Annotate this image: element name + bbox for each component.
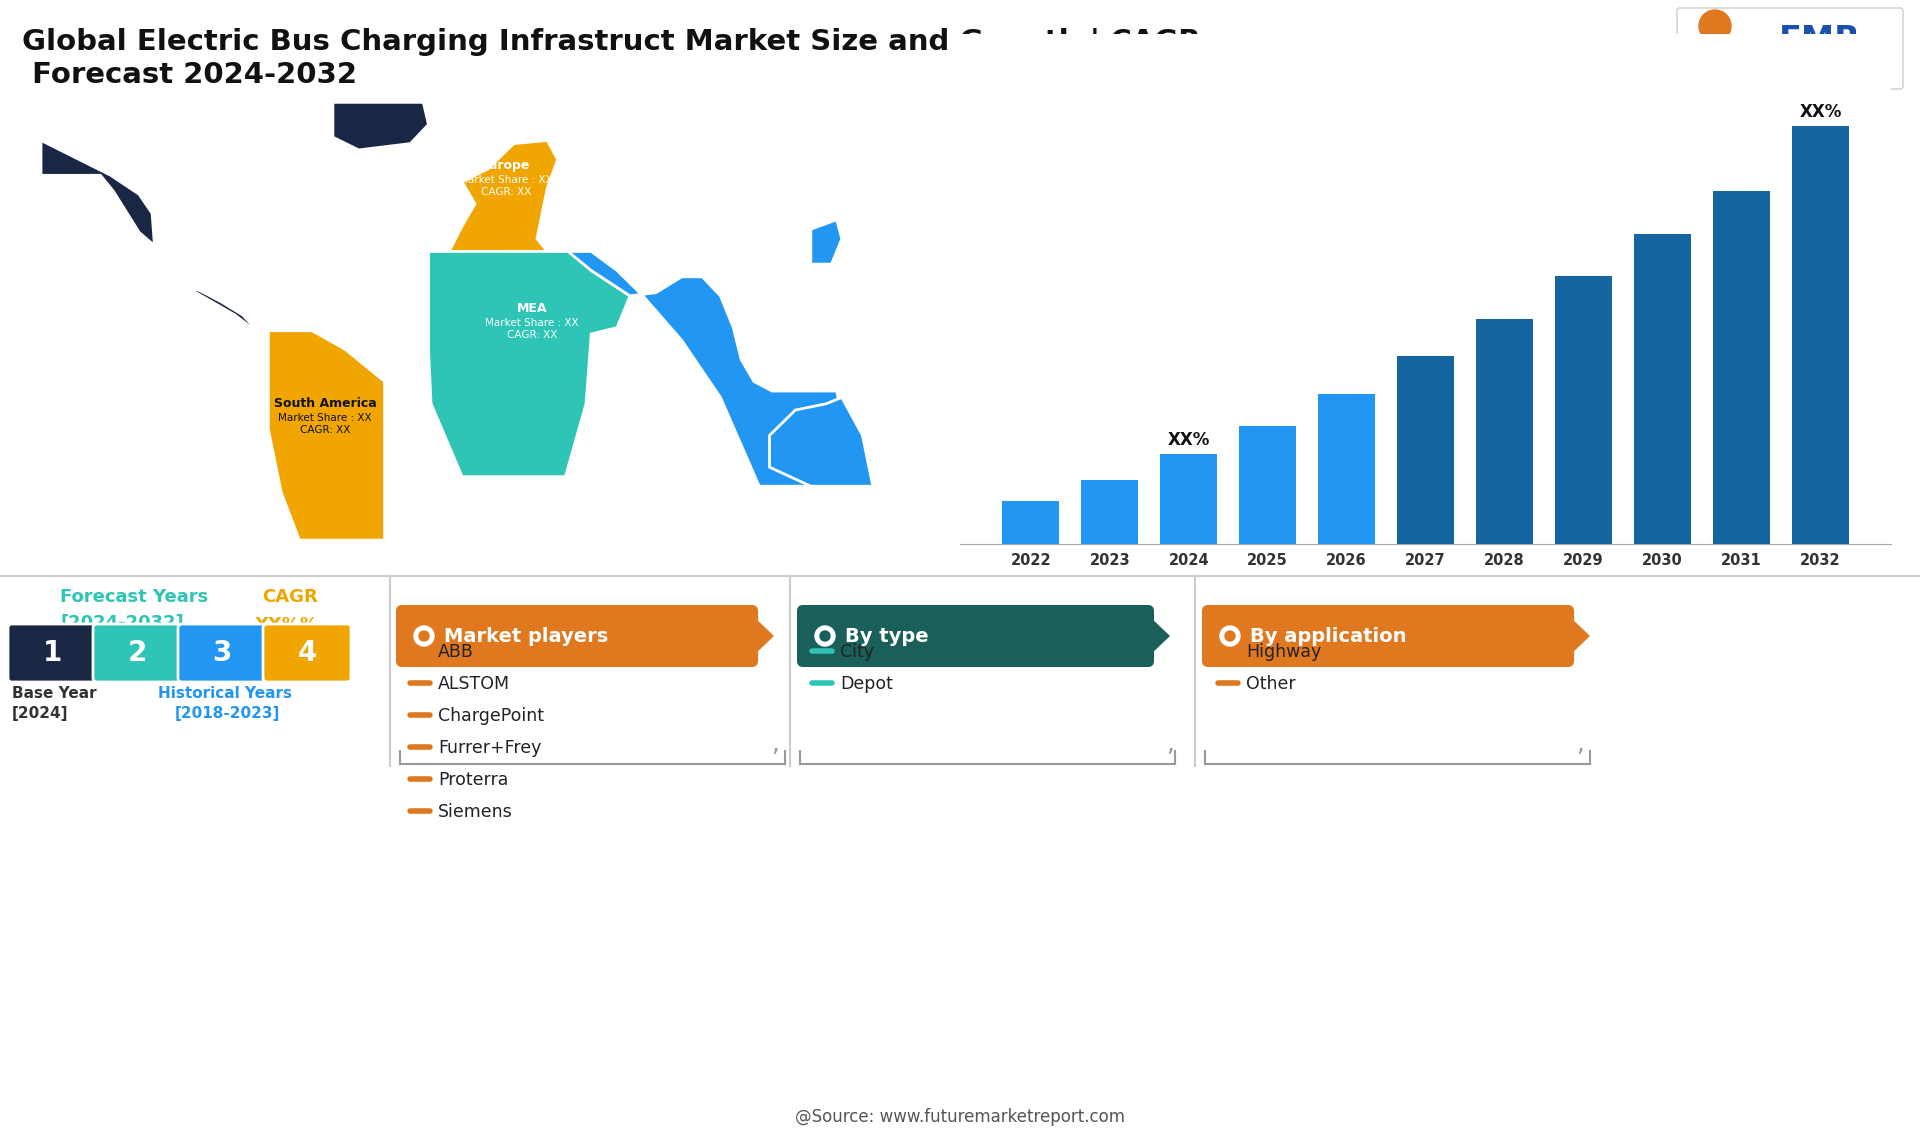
Text: North America: North America <box>159 191 273 205</box>
Text: [2018-2023]: [2018-2023] <box>175 706 280 721</box>
Polygon shape <box>269 331 384 540</box>
Bar <box>1238 426 1296 544</box>
Polygon shape <box>568 251 858 486</box>
Text: By type: By type <box>845 627 929 645</box>
Text: CAGR: XX: CAGR: XX <box>507 330 557 340</box>
Text: Market Share : XX: Market Share : XX <box>459 175 553 186</box>
FancyBboxPatch shape <box>396 605 758 667</box>
Text: CAGR: XX: CAGR: XX <box>300 425 349 435</box>
Text: @Source: www.futuremarketreport.com: @Source: www.futuremarketreport.com <box>795 1108 1125 1127</box>
Bar <box>1160 454 1217 544</box>
Text: Forecast 2024-2032: Forecast 2024-2032 <box>21 61 357 89</box>
Text: 2: 2 <box>127 639 146 667</box>
Circle shape <box>1699 10 1732 42</box>
Text: XX%: XX% <box>1799 103 1841 121</box>
Text: Market Share : XX: Market Share : XX <box>169 207 263 218</box>
Text: ALSTOM: ALSTOM <box>438 675 511 693</box>
Text: XX%: XX% <box>1167 431 1210 449</box>
Polygon shape <box>770 398 874 486</box>
Text: [2024-2032]: [2024-2032] <box>60 614 184 631</box>
Text: XX%%: XX%% <box>255 617 319 634</box>
Text: Other: Other <box>1246 675 1296 693</box>
Circle shape <box>814 626 835 646</box>
FancyBboxPatch shape <box>92 625 180 682</box>
Circle shape <box>419 631 428 641</box>
Text: Asia Pacific: Asia Pacific <box>707 245 785 258</box>
FancyBboxPatch shape <box>8 625 96 682</box>
Bar <box>1555 276 1613 544</box>
Text: ,: , <box>1165 732 1173 756</box>
Text: Market players: Market players <box>444 627 609 645</box>
Text: Historical Years: Historical Years <box>157 686 292 701</box>
Bar <box>1634 234 1692 544</box>
Text: Bln or Mln: Bln or Mln <box>975 166 1094 186</box>
Text: Market Size Growth In: Market Size Growth In <box>975 136 1236 156</box>
Text: Furrer+Frey: Furrer+Frey <box>438 739 541 758</box>
Text: Europe: Europe <box>482 159 530 172</box>
Text: MEA: MEA <box>516 303 547 315</box>
Text: [2024]: [2024] <box>12 706 69 721</box>
FancyBboxPatch shape <box>797 605 1154 667</box>
Polygon shape <box>753 615 774 657</box>
Text: Forecast Years: Forecast Years <box>60 588 207 606</box>
Polygon shape <box>332 102 428 150</box>
Text: Siemens: Siemens <box>438 803 513 821</box>
Text: ABB: ABB <box>438 643 474 661</box>
Polygon shape <box>1701 42 1730 66</box>
Text: FMR: FMR <box>1780 24 1860 57</box>
Bar <box>1476 320 1532 544</box>
FancyBboxPatch shape <box>263 625 351 682</box>
Polygon shape <box>1569 615 1590 657</box>
Text: ChargePoint: ChargePoint <box>438 707 543 725</box>
Text: Depot: Depot <box>841 675 893 693</box>
Polygon shape <box>428 251 630 477</box>
Text: CAGR: XX: CAGR: XX <box>722 273 772 283</box>
Polygon shape <box>810 220 841 264</box>
Text: 1: 1 <box>42 639 61 667</box>
Text: By application: By application <box>1250 627 1407 645</box>
Circle shape <box>820 631 829 641</box>
Circle shape <box>1219 626 1240 646</box>
Text: ,: , <box>772 732 780 756</box>
Text: ,: , <box>1576 732 1584 756</box>
Text: CAGR: CAGR <box>261 588 317 606</box>
Text: CAGR: XX: CAGR: XX <box>192 219 242 229</box>
FancyBboxPatch shape <box>1676 8 1903 89</box>
Text: 4: 4 <box>298 639 317 667</box>
Polygon shape <box>1148 615 1169 657</box>
Text: City: City <box>841 643 874 661</box>
Text: Market Share : XX: Market Share : XX <box>486 319 578 328</box>
Text: Base Year: Base Year <box>12 686 96 701</box>
Text: Highway: Highway <box>1246 643 1321 661</box>
FancyBboxPatch shape <box>179 625 267 682</box>
Polygon shape <box>40 141 276 340</box>
Text: Global Electric Bus Charging Infrastruct Market Size and Growth | CAGR: Global Electric Bus Charging Infrastruct… <box>21 28 1200 57</box>
Text: Market Share : XX: Market Share : XX <box>699 261 793 272</box>
Bar <box>1713 190 1770 544</box>
FancyBboxPatch shape <box>1202 605 1574 667</box>
Text: FUTURE MARKET REPORT: FUTURE MARKET REPORT <box>1763 62 1876 71</box>
Bar <box>1398 355 1453 544</box>
Text: CAGR: XX: CAGR: XX <box>480 188 532 197</box>
Polygon shape <box>449 141 557 258</box>
Text: Market Share : XX: Market Share : XX <box>278 414 372 423</box>
Bar <box>1081 480 1139 544</box>
Circle shape <box>415 626 434 646</box>
Text: South America: South America <box>275 398 376 410</box>
Text: Electric Bus Charging Infrastruct: Electric Bus Charging Infrastruct <box>975 105 1359 126</box>
Bar <box>1319 394 1375 544</box>
Bar <box>1002 502 1060 544</box>
Bar <box>1791 126 1849 544</box>
Circle shape <box>1225 631 1235 641</box>
Text: Proterra: Proterra <box>438 771 509 788</box>
Text: 3: 3 <box>213 639 232 667</box>
